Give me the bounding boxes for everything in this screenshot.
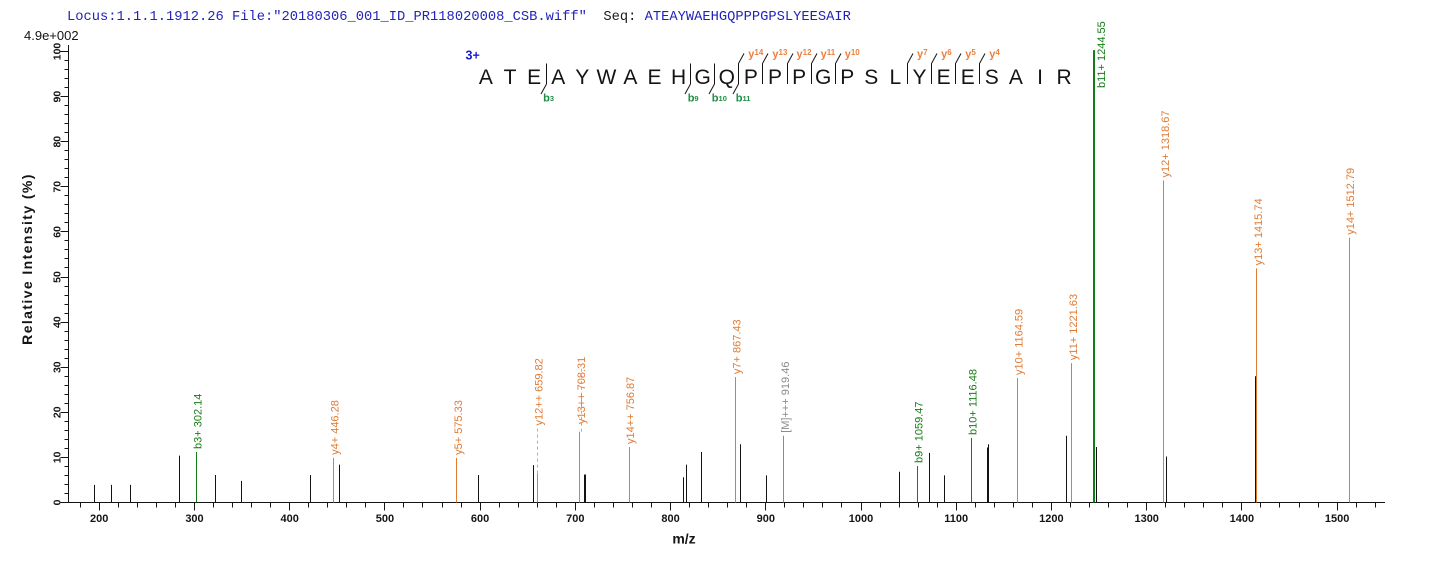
svg-text:P: P bbox=[744, 66, 758, 89]
svg-text:P: P bbox=[768, 66, 782, 89]
svg-text:100: 100 bbox=[51, 43, 63, 61]
svg-text:1300: 1300 bbox=[1134, 513, 1158, 525]
svg-text:700: 700 bbox=[566, 513, 584, 525]
svg-text:b9+ 1059.47: b9+ 1059.47 bbox=[913, 402, 925, 463]
svg-text:Relative Intensity (%): Relative Intensity (%) bbox=[19, 173, 35, 345]
svg-text:y13+ 1415.74: y13+ 1415.74 bbox=[1253, 198, 1265, 265]
svg-text:20: 20 bbox=[51, 406, 63, 418]
svg-text:300: 300 bbox=[185, 513, 203, 525]
svg-text:b9: b9 bbox=[688, 93, 699, 105]
svg-text:4.9e+002: 4.9e+002 bbox=[24, 28, 79, 43]
svg-text:b10+ 1116.48: b10+ 1116.48 bbox=[968, 369, 980, 435]
svg-text:1000: 1000 bbox=[849, 513, 873, 525]
svg-text:10: 10 bbox=[51, 451, 63, 463]
svg-text:3+: 3+ bbox=[466, 49, 480, 63]
svg-text:90: 90 bbox=[51, 91, 63, 103]
svg-text:y6: y6 bbox=[941, 48, 952, 61]
svg-text:A: A bbox=[551, 66, 565, 89]
svg-text:1200: 1200 bbox=[1039, 513, 1063, 525]
svg-text:900: 900 bbox=[757, 513, 775, 525]
svg-text:y12++ 659.82: y12++ 659.82 bbox=[534, 358, 546, 425]
svg-text:y7+ 867.43: y7+ 867.43 bbox=[731, 319, 743, 374]
svg-text:1400: 1400 bbox=[1230, 513, 1254, 525]
svg-text:S: S bbox=[864, 66, 878, 89]
svg-text:y13++ 708.31: y13++ 708.31 bbox=[576, 357, 588, 424]
svg-text:Locus:1.1.1.1912.26 File:"2018: Locus:1.1.1.1912.26 File:"20180306_001_I… bbox=[67, 9, 851, 25]
svg-text:500: 500 bbox=[376, 513, 394, 525]
svg-text:400: 400 bbox=[281, 513, 299, 525]
svg-text:50: 50 bbox=[51, 271, 63, 283]
svg-text:H: H bbox=[671, 66, 686, 89]
svg-text:E: E bbox=[937, 66, 951, 89]
svg-text:R: R bbox=[1057, 66, 1072, 89]
svg-text:200: 200 bbox=[90, 513, 108, 525]
svg-text:b11: b11 bbox=[736, 93, 751, 105]
svg-text:G: G bbox=[695, 66, 711, 89]
svg-text:A: A bbox=[479, 66, 493, 89]
svg-text:0: 0 bbox=[51, 499, 63, 505]
svg-text:y14++ 756.87: y14++ 756.87 bbox=[625, 377, 637, 444]
svg-text:Y: Y bbox=[912, 66, 926, 89]
svg-text:A: A bbox=[1009, 66, 1023, 89]
svg-text:y4: y4 bbox=[989, 48, 1000, 61]
svg-text:1100: 1100 bbox=[944, 513, 968, 525]
svg-text:y12+ 1318.67: y12+ 1318.67 bbox=[1160, 111, 1172, 178]
svg-text:70: 70 bbox=[51, 181, 63, 193]
svg-text:P: P bbox=[792, 66, 806, 89]
svg-text:40: 40 bbox=[51, 316, 63, 328]
svg-text:y14+ 1512.79: y14+ 1512.79 bbox=[1345, 168, 1357, 235]
svg-text:600: 600 bbox=[471, 513, 489, 525]
svg-text:b11+ 1244.55: b11+ 1244.55 bbox=[1096, 21, 1108, 88]
svg-text:G: G bbox=[815, 66, 831, 89]
svg-text:P: P bbox=[840, 66, 854, 89]
svg-text:E: E bbox=[647, 66, 661, 89]
svg-text:80: 80 bbox=[51, 136, 63, 148]
svg-text:E: E bbox=[527, 66, 541, 89]
svg-text:m/z: m/z bbox=[672, 531, 695, 547]
svg-text:y5: y5 bbox=[965, 48, 976, 61]
svg-text:I: I bbox=[1037, 66, 1043, 89]
svg-text:60: 60 bbox=[51, 226, 63, 238]
svg-text:A: A bbox=[623, 66, 637, 89]
svg-text:30: 30 bbox=[51, 361, 63, 373]
svg-text:800: 800 bbox=[661, 513, 679, 525]
svg-text:y11+ 1221.63: y11+ 1221.63 bbox=[1068, 294, 1080, 360]
svg-text:b10: b10 bbox=[712, 93, 727, 105]
svg-text:y10+ 1164.59: y10+ 1164.59 bbox=[1013, 309, 1025, 375]
svg-text:E: E bbox=[961, 66, 975, 89]
svg-text:y4+ 446.28: y4+ 446.28 bbox=[329, 400, 341, 455]
svg-text:y7: y7 bbox=[917, 48, 928, 61]
svg-text:T: T bbox=[504, 66, 517, 89]
svg-text:Q: Q bbox=[719, 66, 735, 89]
svg-text:L: L bbox=[890, 66, 902, 89]
svg-text:y5+ 575.33: y5+ 575.33 bbox=[453, 400, 465, 455]
svg-text:1500: 1500 bbox=[1325, 513, 1349, 525]
svg-text:[M]+++ 919.46: [M]+++ 919.46 bbox=[780, 362, 792, 433]
svg-text:b3: b3 bbox=[543, 93, 554, 105]
svg-text:W: W bbox=[596, 66, 616, 89]
svg-text:b3+ 302.14: b3+ 302.14 bbox=[193, 394, 205, 449]
svg-text:S: S bbox=[985, 66, 999, 89]
svg-text:Y: Y bbox=[575, 66, 589, 89]
